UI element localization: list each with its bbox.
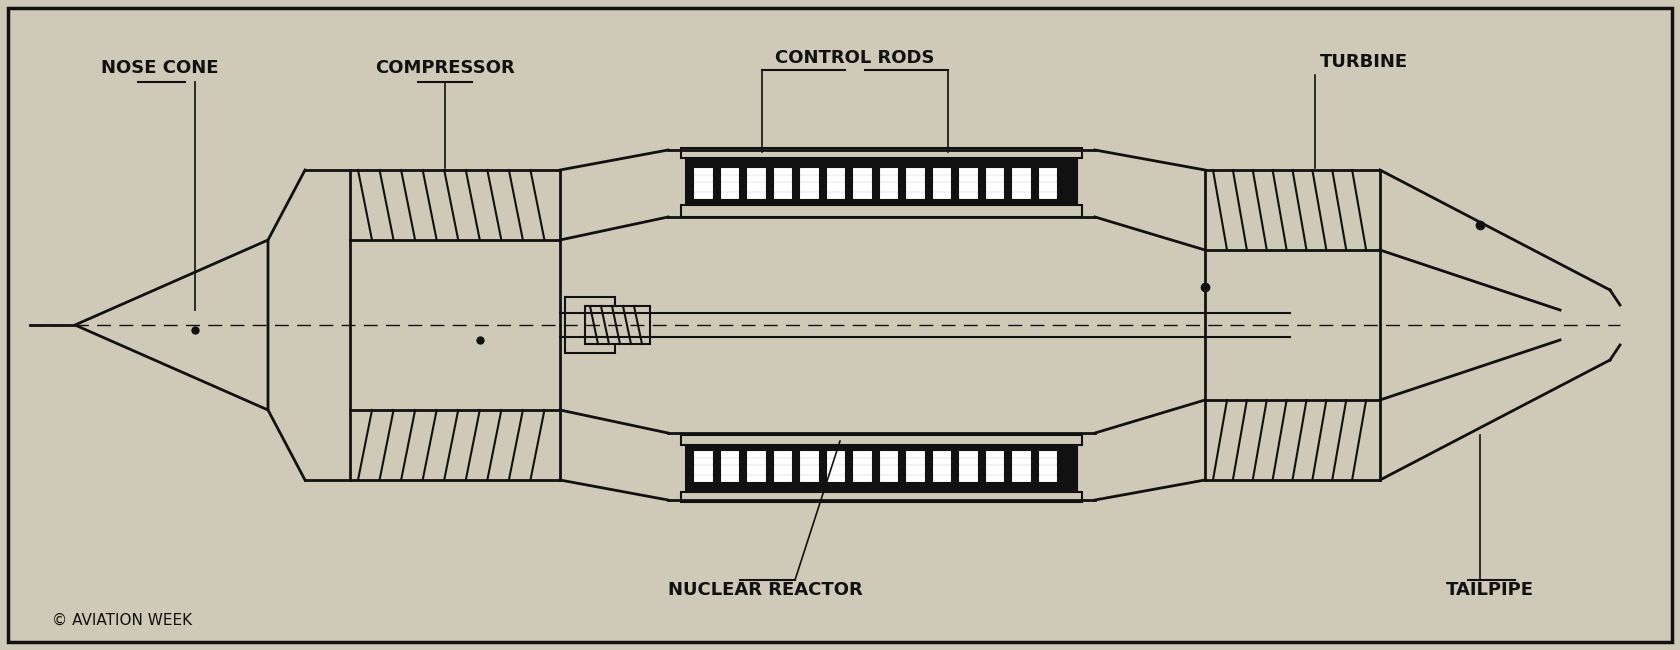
Bar — [680, 205, 1082, 217]
Bar — [585, 306, 650, 344]
Bar — [685, 158, 1077, 209]
Text: TAILPIPE: TAILPIPE — [1446, 581, 1534, 599]
Bar — [680, 435, 1082, 445]
Bar — [680, 492, 1082, 502]
Bar — [564, 297, 615, 353]
Text: TURBINE: TURBINE — [1320, 53, 1408, 71]
Polygon shape — [76, 240, 269, 410]
Text: © AVIATION WEEK: © AVIATION WEEK — [52, 612, 192, 627]
Bar — [680, 148, 1082, 158]
Text: NUCLEAR REACTOR: NUCLEAR REACTOR — [667, 581, 862, 599]
Text: NOSE CONE: NOSE CONE — [101, 59, 218, 77]
Bar — [685, 441, 1077, 492]
Text: COMPRESSOR: COMPRESSOR — [375, 59, 514, 77]
Text: CONTROL RODS: CONTROL RODS — [774, 49, 934, 67]
